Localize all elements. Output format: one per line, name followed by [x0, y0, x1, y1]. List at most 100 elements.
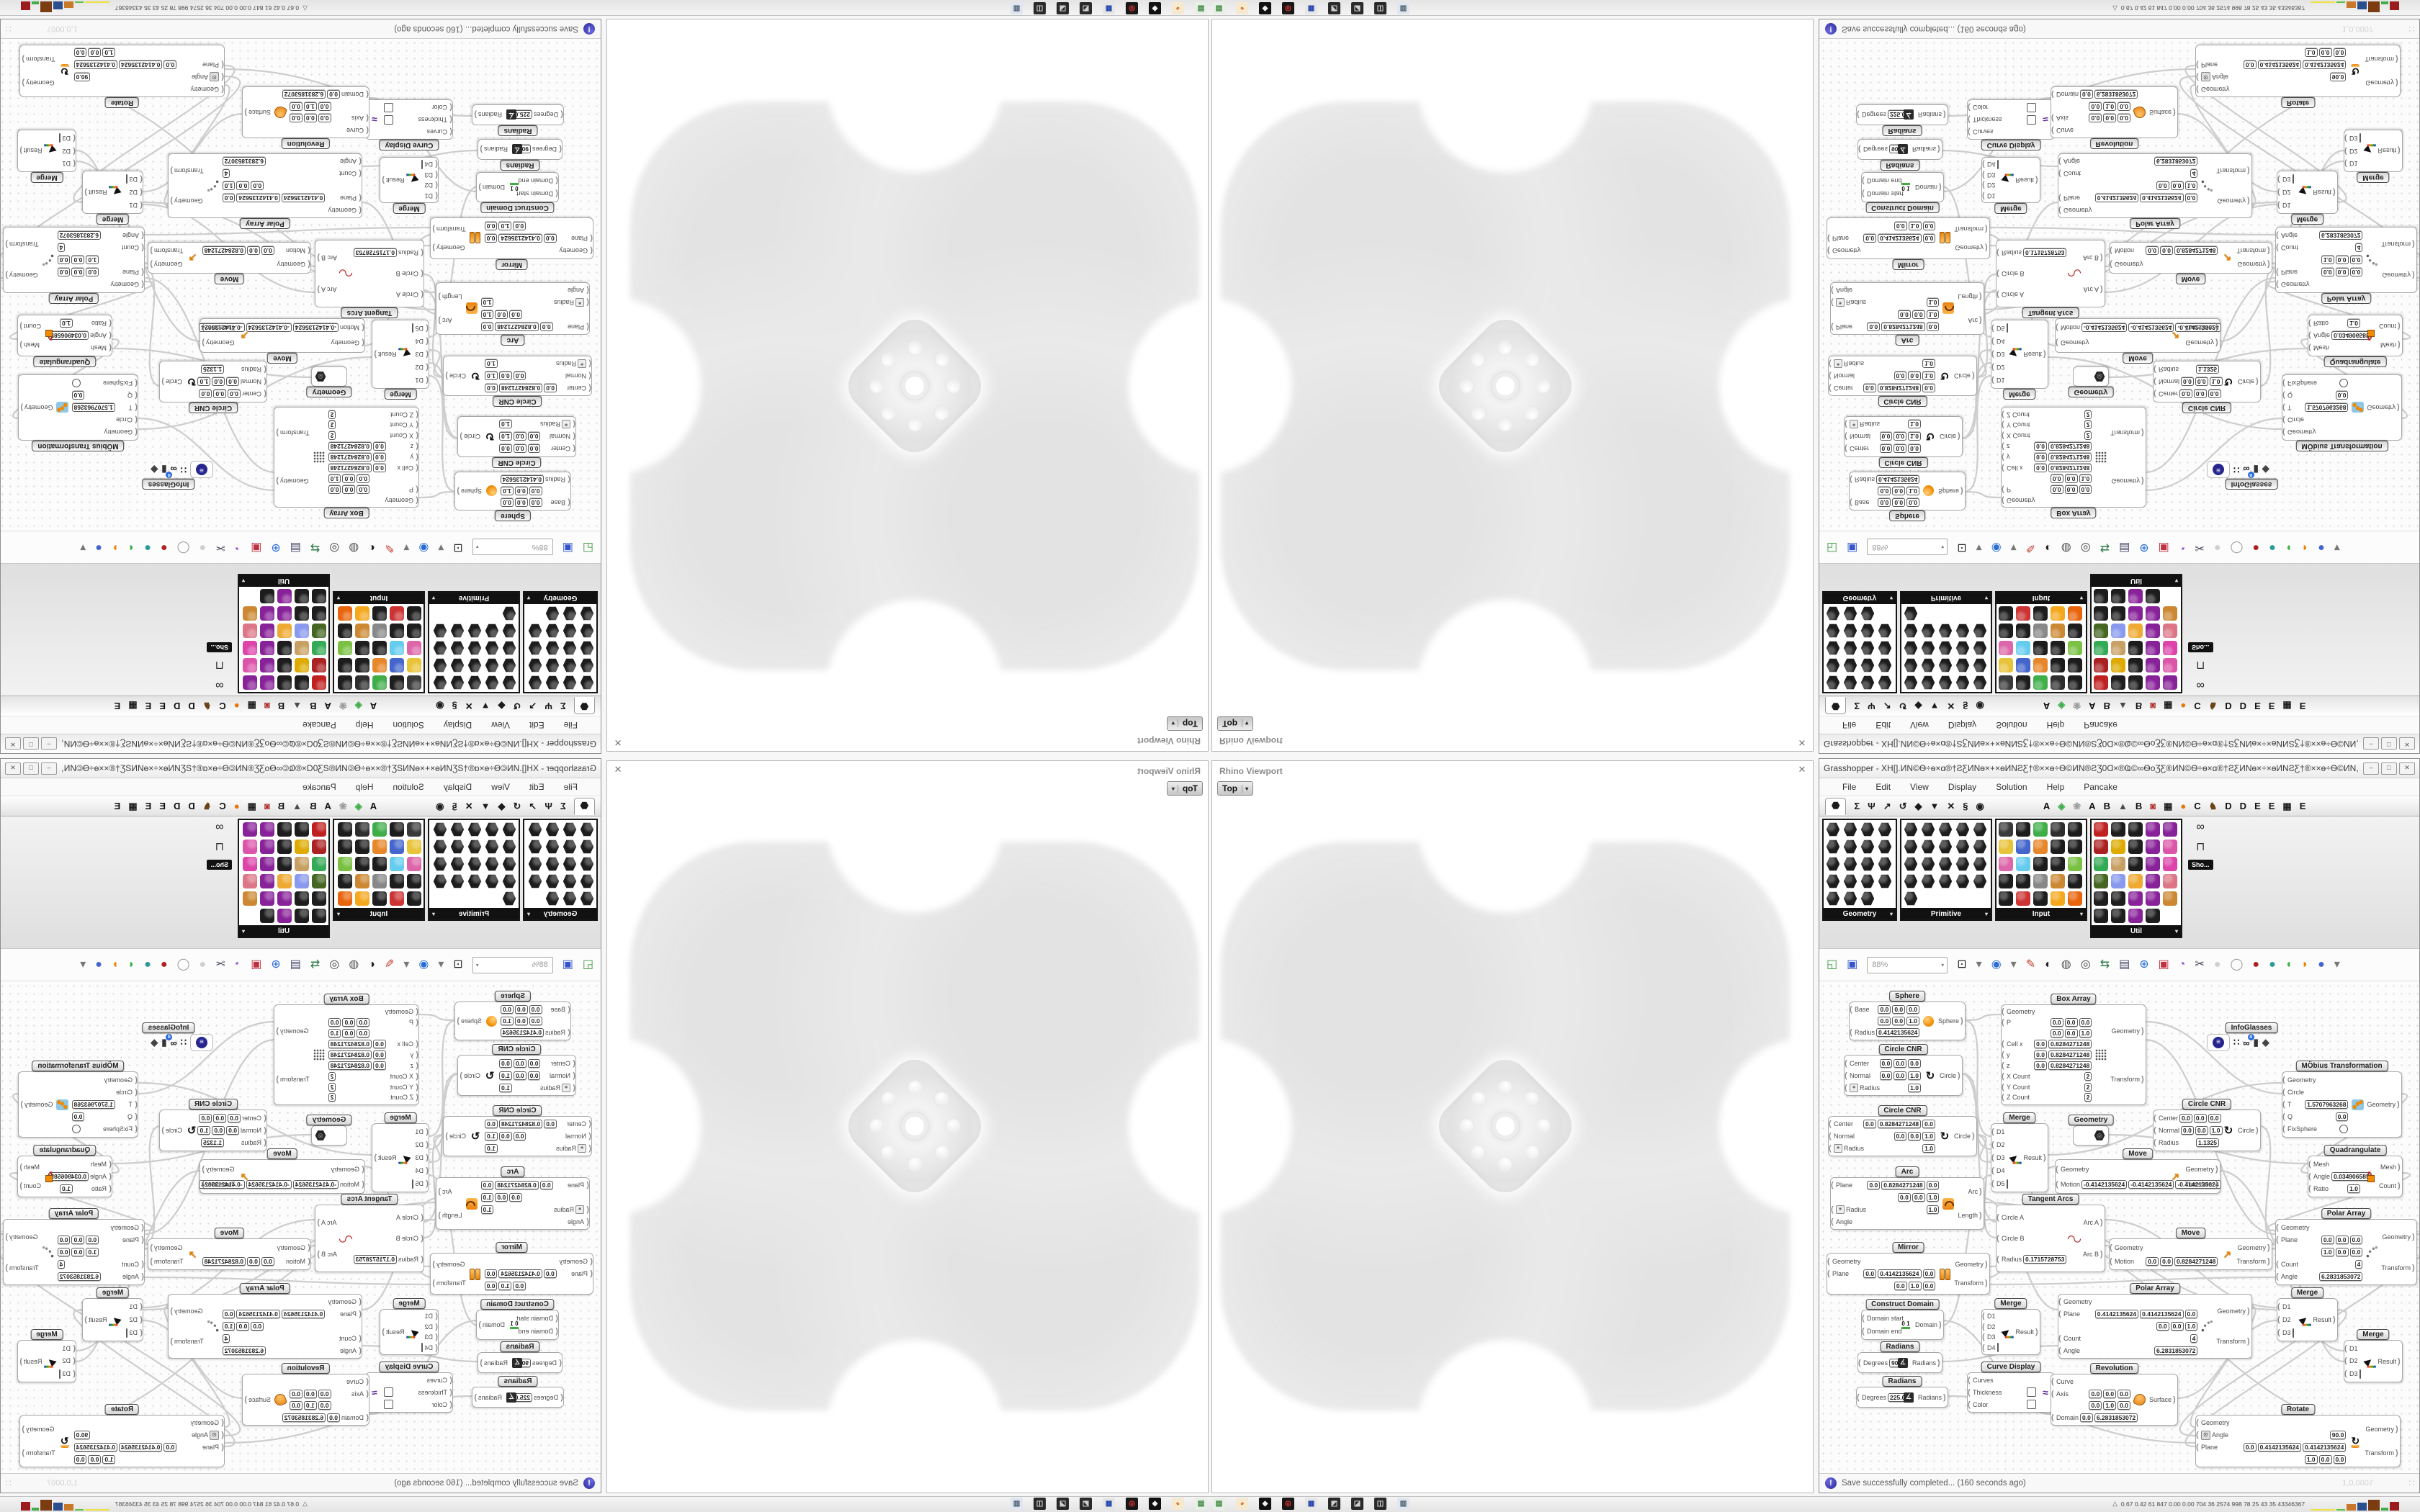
red-sphere-icon[interactable]: ●	[2252, 958, 2260, 971]
input-port[interactable]: (	[2282, 378, 2285, 387]
expression-button[interactable]: ⊙	[210, 72, 219, 82]
value-chip[interactable]: 0.0	[226, 1125, 239, 1135]
plugin-tab-6[interactable]: B	[2135, 801, 2143, 811]
component-icon[interactable]	[563, 822, 577, 837]
component-icon[interactable]	[2128, 891, 2143, 906]
green-half-icon[interactable]: ◖	[2285, 541, 2293, 554]
output-port[interactable]: )	[457, 1017, 460, 1025]
component-label[interactable]: Merge	[2357, 1329, 2390, 1340]
component-icon[interactable]	[295, 606, 309, 621]
gh-component-arc[interactable]: Arc(Plane 0.0 0.8284271248 0.0 0.0 0.0 1.0(∗ Ra…	[436, 282, 590, 346]
category-tab-icon-7[interactable]: ✕	[465, 800, 473, 811]
component-label[interactable]: Radians	[498, 1376, 538, 1387]
input-port[interactable]: (	[2110, 1243, 2112, 1252]
value-chip[interactable]: 0.4142135624	[500, 475, 544, 484]
output-port[interactable]: )	[2267, 260, 2270, 269]
value-chip[interactable]: 6.2831853072	[57, 230, 102, 240]
teal-sphere-icon[interactable]: ●	[144, 958, 151, 971]
component-icon[interactable]	[1999, 874, 2013, 888]
gh-component-merge[interactable]: Merge(D1(D2(D3 ▶ Result)	[2277, 1287, 2338, 1341]
value-chip[interactable]: 0.0	[2193, 1113, 2207, 1122]
value-chip[interactable]: 0.0	[2333, 48, 2347, 58]
component-label[interactable]: Quadrangulate	[33, 1145, 97, 1156]
component-icon[interactable]	[295, 822, 309, 837]
input-port[interactable]: (	[588, 383, 591, 392]
more-dropdown-icon[interactable]: ▾	[80, 958, 86, 971]
infoglasses-pill[interactable]: ≡	[2207, 461, 2230, 478]
category-tab-icon-1[interactable]: Σ	[1854, 701, 1860, 711]
category-tab-icon-4[interactable]: ↺	[1899, 800, 1907, 811]
plugin-tab-16[interactable]: ▦	[128, 800, 138, 811]
plugin-tab-5[interactable]: ▲	[2118, 701, 2128, 711]
value-chip[interactable]: 0.0	[2318, 48, 2332, 58]
empty-value-box[interactable]	[125, 1328, 128, 1338]
value-chip[interactable]: 0.0	[2050, 1018, 2063, 1027]
component-icon[interactable]	[277, 675, 292, 690]
value-chip[interactable]: 0.0	[236, 181, 250, 191]
menu-item-file[interactable]: File	[563, 720, 578, 730]
component-icon[interactable]	[312, 840, 326, 854]
input-port[interactable]: (	[221, 72, 224, 81]
component-icon[interactable]	[1955, 857, 1970, 871]
exchange-icon[interactable]: ⇆	[2099, 958, 2110, 971]
input-port[interactable]: (	[588, 1120, 591, 1129]
value-chip[interactable]: 0.0	[226, 377, 239, 387]
component-icon[interactable]	[277, 589, 292, 603]
component-icon[interactable]	[2146, 822, 2160, 837]
gh-component-circle-cnr[interactable]: Circle CNR(Center 0.0 0.0 0.0(Normal 0.0 0.0 1…	[457, 1044, 576, 1096]
component-label[interactable]: Polar Array	[2321, 293, 2372, 304]
component-icon[interactable]	[1860, 624, 1875, 638]
value-chip[interactable]: 0.0	[199, 1113, 212, 1122]
value-chip[interactable]: 1.0	[1922, 372, 1935, 381]
component-icon[interactable]	[545, 840, 560, 854]
component-icon[interactable]	[502, 658, 516, 672]
input-port[interactable]: (	[2002, 485, 2004, 494]
value-chip[interactable]: 0.0	[2050, 485, 2063, 494]
output-port[interactable]: )	[276, 428, 279, 438]
component-icon[interactable]	[1955, 675, 1970, 690]
input-port[interactable]: (	[1968, 1376, 1971, 1385]
component-label[interactable]: Merge	[2003, 1112, 2036, 1123]
component-icon[interactable]	[1904, 641, 1918, 655]
category-tab-icon-4[interactable]: ↺	[1899, 701, 1907, 712]
component-icon[interactable]	[1878, 675, 1892, 690]
component-icon[interactable]	[1921, 857, 1935, 871]
orange-half-icon[interactable]: ◗	[2301, 958, 2309, 971]
graft-button[interactable]: ∗	[575, 298, 584, 307]
gh-component-m-bius-transformation[interactable]: MÖbius Transformation(Geometry(Circle(T 1…	[18, 374, 138, 451]
component-label[interactable]: Merge	[384, 389, 417, 400]
expression-button[interactable]: ⊙	[2201, 1430, 2210, 1440]
value-chip[interactable]: 0.0	[1892, 487, 1906, 495]
menu-item-display[interactable]: Display	[443, 720, 472, 730]
value-chip[interactable]: 0.0	[2335, 1235, 2349, 1244]
component-label[interactable]: Circle CNR	[1878, 1044, 1928, 1055]
component-icon[interactable]	[2068, 874, 2082, 888]
calculator-icon[interactable]: ▥	[1010, 2, 1023, 14]
component-icon[interactable]	[1826, 624, 1840, 638]
disk-utility-icon[interactable]: ▤	[1213, 1498, 1225, 1510]
component-label[interactable]: Sphere	[1889, 991, 1925, 1002]
gh-component-merge[interactable]: Merge(D1(D2(D3 ▶ Result)	[2344, 1329, 2403, 1382]
component-icon[interactable]	[2146, 874, 2160, 888]
component-icon[interactable]	[1955, 874, 1970, 888]
component-icon[interactable]	[260, 606, 274, 621]
input-port[interactable]: (	[1827, 246, 1830, 256]
value-chip[interactable]: 0.0	[1878, 487, 1891, 495]
output-port[interactable]: )	[2267, 1243, 2270, 1252]
input-port[interactable]: (	[2051, 90, 2054, 99]
value-chip[interactable]: 0.0	[2089, 114, 2102, 123]
component-icon[interactable]	[467, 658, 482, 672]
output-port[interactable]: )	[19, 146, 22, 156]
output-port[interactable]: )	[2141, 1074, 2144, 1084]
value-chip[interactable]: 0.0	[247, 1256, 260, 1266]
input-port[interactable]: (	[264, 1138, 266, 1148]
value-chip[interactable]: 0.0	[1894, 1131, 1907, 1140]
value-chip[interactable]: 2	[2084, 1082, 2092, 1092]
gh-component-revolution[interactable]: Revolution(Curve(Axis 0.0 0.0 0.0 0.0 1.0 0.0(…	[2051, 1363, 2178, 1426]
value-chip[interactable]: 0.0	[527, 1071, 541, 1080]
component-icon[interactable]	[407, 606, 421, 621]
input-port[interactable]: (	[2308, 318, 2311, 328]
value-chip[interactable]: 0.0	[2103, 1389, 2117, 1398]
exchange-icon[interactable]: ⇆	[310, 958, 321, 971]
input-port[interactable]: (	[2276, 230, 2279, 240]
